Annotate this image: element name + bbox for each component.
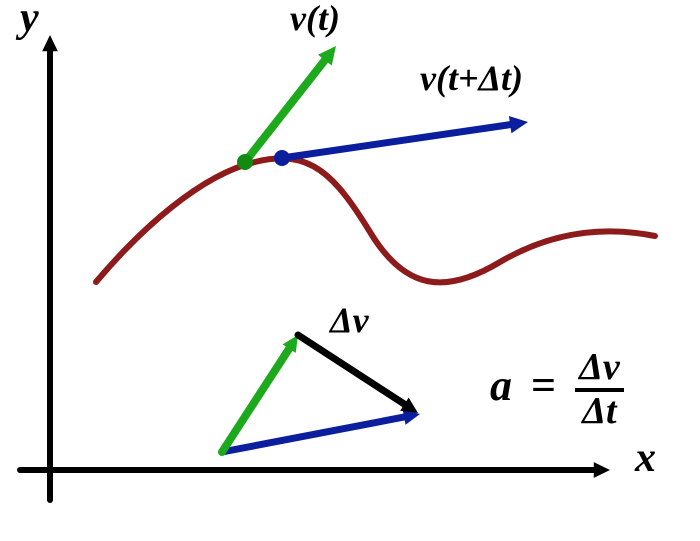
- delta-v-label: Δv: [330, 299, 369, 341]
- vector-small-green-shaft: [222, 343, 293, 452]
- vector-v-t-plus-dt-head: [509, 116, 528, 133]
- vector-delta-v-shaft: [298, 335, 410, 408]
- v-of-t-label: v(t): [290, 0, 340, 39]
- vector-v-t-shaft: [245, 55, 329, 162]
- x-axis-head: [594, 462, 610, 478]
- formula-numerator: Δv: [575, 348, 624, 388]
- point-t: [237, 154, 253, 170]
- v-of-t-plus-dt-label: v(t+Δt): [420, 57, 523, 99]
- formula-fraction: Δv Δt: [575, 348, 624, 432]
- diagram-container: y x v(t) v(t+Δt) Δv a = Δv Δt: [0, 0, 700, 541]
- acceleration-formula: a = Δv Δt: [490, 348, 624, 432]
- formula-eq: =: [523, 361, 564, 410]
- vector-v-t-plus-dt-shaft: [282, 124, 517, 158]
- y-axis-head: [42, 35, 58, 51]
- diagram-canvas: [0, 0, 700, 541]
- trajectory-curve: [96, 158, 655, 282]
- formula-denominator: Δt: [578, 392, 620, 432]
- formula-lhs: a: [490, 361, 512, 410]
- point-t-plus-dt: [274, 150, 290, 166]
- y-axis-label: y: [20, 0, 39, 42]
- x-axis-label: x: [635, 434, 656, 482]
- vector-small-blue-shaft: [222, 416, 410, 452]
